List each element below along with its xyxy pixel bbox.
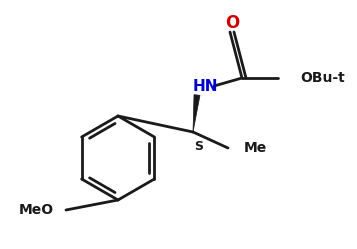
Text: O: O xyxy=(225,14,239,32)
Text: HN: HN xyxy=(192,78,218,94)
Text: OBu-t: OBu-t xyxy=(300,71,345,85)
Polygon shape xyxy=(193,95,200,132)
Text: Me: Me xyxy=(244,141,267,155)
Text: S: S xyxy=(195,139,203,152)
Text: MeO: MeO xyxy=(19,203,54,217)
